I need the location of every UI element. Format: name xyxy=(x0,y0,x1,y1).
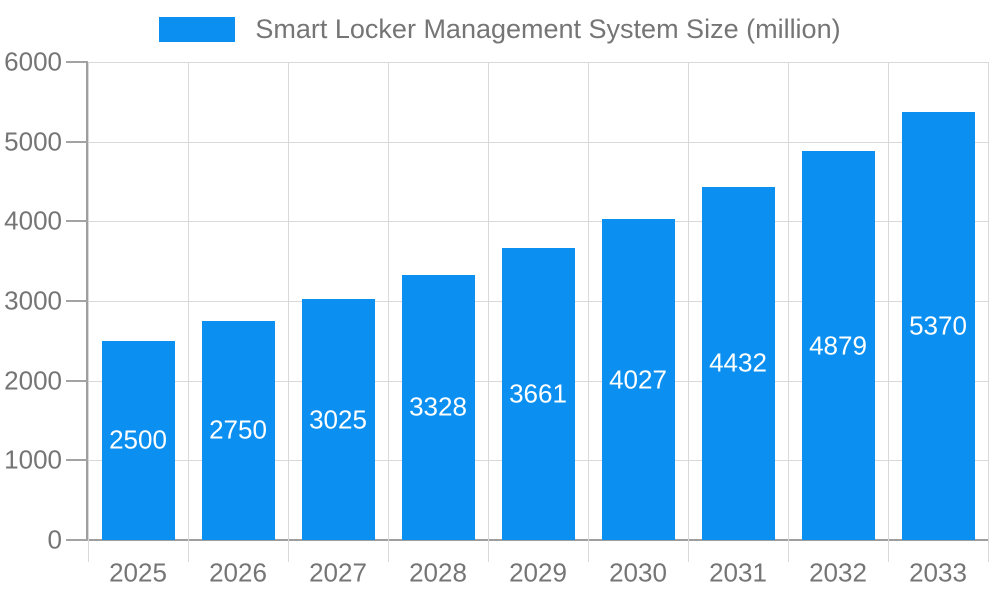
legend-swatch xyxy=(159,17,236,42)
y-axis-tick xyxy=(66,140,88,143)
x-axis-tick-label: 2033 xyxy=(909,557,967,588)
gridline-vertical xyxy=(588,62,589,562)
bar-2030 xyxy=(601,219,675,540)
bar-value-label: 2750 xyxy=(209,414,267,445)
gridline-vertical xyxy=(988,62,989,562)
bar-2025 xyxy=(101,340,175,540)
x-axis-tick-label: 2030 xyxy=(609,557,667,588)
y-axis-tick-label: 2000 xyxy=(4,365,62,396)
legend-label: Smart Locker Management System Size (mil… xyxy=(255,14,841,44)
gridline-vertical xyxy=(188,62,189,562)
bar-2031 xyxy=(701,186,775,540)
gridline-vertical xyxy=(388,62,389,562)
bar-2032 xyxy=(801,151,875,540)
x-axis-tick-label: 2028 xyxy=(409,557,467,588)
y-axis-tick-label: 1000 xyxy=(4,444,62,475)
bar-2029 xyxy=(501,248,575,540)
x-axis-tick-label: 2029 xyxy=(509,557,567,588)
bar-2028 xyxy=(401,274,475,540)
x-axis-tick-label: 2025 xyxy=(109,557,167,588)
bar-2027 xyxy=(301,299,375,540)
gridline-vertical xyxy=(288,62,289,562)
y-axis-tick xyxy=(66,459,88,462)
gridline-horizontal xyxy=(88,141,988,143)
bar-value-label: 5370 xyxy=(909,310,967,341)
y-axis-tick xyxy=(66,539,88,541)
x-axis-tick-label: 2032 xyxy=(809,557,867,588)
y-axis-tick xyxy=(66,61,88,63)
gridline-horizontal xyxy=(88,221,988,223)
bar-2026 xyxy=(201,320,275,540)
x-axis-line xyxy=(86,539,988,541)
gridline-vertical xyxy=(888,62,889,562)
gridline-vertical xyxy=(788,62,789,562)
bar-value-label: 4879 xyxy=(809,330,867,361)
y-axis-tick-label: 0 xyxy=(47,524,62,555)
plot-area: 2500 2750 3025 3328 3661 4027 4432 4879 5370 xyxy=(88,62,989,562)
bar-value-label: 3661 xyxy=(509,378,567,409)
y-axis-tick xyxy=(66,379,88,382)
bar-value-label: 2500 xyxy=(109,424,167,455)
y-axis-tick xyxy=(66,300,88,302)
bar-value-label: 4027 xyxy=(609,364,667,395)
y-axis-tick-label: 6000 xyxy=(4,46,62,77)
bar-value-label: 4432 xyxy=(709,347,767,378)
y-axis-tick-label: 5000 xyxy=(4,126,62,157)
gridline-vertical xyxy=(88,62,89,562)
gridline-vertical xyxy=(688,62,689,562)
x-axis-tick-label: 2027 xyxy=(309,557,367,588)
legend[interactable]: Smart Locker Management System Size (mil… xyxy=(0,14,1000,45)
y-axis-tick-label: 3000 xyxy=(4,285,62,316)
bar-2033 xyxy=(901,112,975,540)
y-axis-tick-label: 4000 xyxy=(4,205,62,236)
x-axis-tick-label: 2026 xyxy=(209,557,267,588)
gridline-horizontal xyxy=(88,62,988,63)
bar-value-label: 3328 xyxy=(409,391,467,422)
gridline-vertical xyxy=(488,62,489,562)
y-axis-tick xyxy=(66,220,88,223)
bar-value-label: 3025 xyxy=(309,404,367,434)
x-axis-tick-label: 2031 xyxy=(709,557,767,588)
